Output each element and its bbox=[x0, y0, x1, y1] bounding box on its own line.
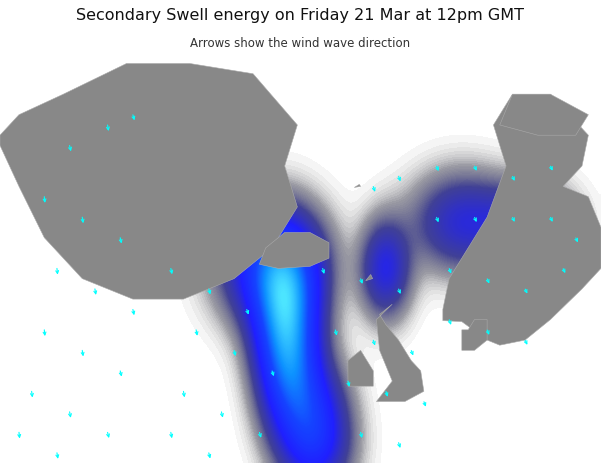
Polygon shape bbox=[354, 184, 361, 188]
Text: Arrows show the wind wave direction: Arrows show the wind wave direction bbox=[191, 37, 410, 50]
Polygon shape bbox=[462, 319, 487, 350]
Polygon shape bbox=[348, 350, 373, 386]
Polygon shape bbox=[376, 304, 424, 401]
Polygon shape bbox=[500, 94, 588, 135]
Polygon shape bbox=[443, 94, 601, 345]
Polygon shape bbox=[365, 275, 373, 281]
Polygon shape bbox=[0, 63, 297, 299]
Text: Secondary Swell energy on Friday 21 Mar at 12pm GMT: Secondary Swell energy on Friday 21 Mar … bbox=[76, 8, 525, 24]
Polygon shape bbox=[260, 232, 329, 269]
